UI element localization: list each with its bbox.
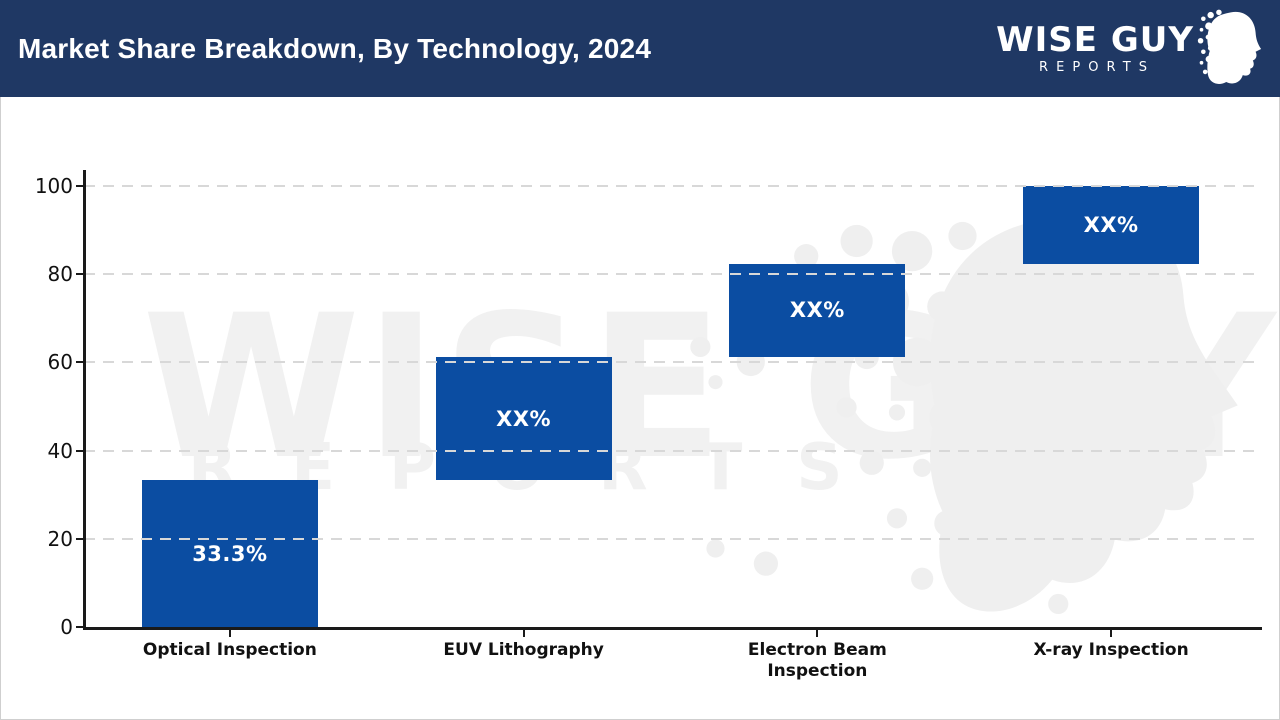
y-axis-tick-label: 0: [60, 615, 73, 639]
bar-electron-beam-inspection: XX%: [729, 263, 906, 358]
y-axis-tick-label: 100: [34, 174, 73, 198]
y-axis-tick: [76, 361, 83, 364]
gridline-y-60: [84, 361, 1257, 364]
bar-x-ray-inspection: XX%: [1023, 186, 1200, 264]
y-axis-tick: [76, 626, 83, 628]
page-title: Market Share Breakdown, By Technology, 2…: [18, 32, 652, 64]
brand-logo: WISE GUY REPORTS: [996, 6, 1262, 92]
x-axis-line: [83, 627, 1262, 630]
x-axis-category-label: Optical Inspection: [142, 640, 317, 660]
gridline-y-100: [84, 185, 1257, 187]
x-axis-category-label: Electron Beam Inspection: [747, 640, 887, 682]
gridline-y-80: [84, 273, 1257, 276]
x-axis-tick: [228, 630, 231, 637]
brand-name: WISE GUY: [996, 20, 1194, 60]
x-axis-tick: [1110, 630, 1113, 637]
gridline-y-20: [84, 537, 1257, 540]
bar-value-label: XX%: [496, 406, 552, 431]
y-axis-tick-label: 40: [47, 438, 73, 463]
bar-optical-inspection: 33.3%: [141, 480, 318, 627]
y-axis-tick: [76, 449, 83, 452]
bar-value-label: 33.3%: [192, 541, 268, 566]
y-axis-tick: [76, 273, 83, 276]
x-axis-tick: [816, 630, 819, 637]
y-axis-tick-label: 20: [47, 526, 73, 551]
x-axis-category-label: EUV Lithography: [443, 640, 604, 660]
gridline-y-40: [84, 449, 1257, 452]
brand-logo-text: WISE GUY REPORTS: [996, 23, 1194, 74]
y-axis-line: [83, 170, 86, 630]
bar-euv-lithography: XX%: [435, 357, 612, 481]
y-axis-tick-label: 80: [47, 262, 73, 287]
y-axis-tick: [76, 185, 83, 187]
y-axis-tick: [76, 537, 83, 540]
brand-subtitle: REPORTS: [1039, 60, 1156, 75]
x-axis-category-label: X-ray Inspection: [1033, 640, 1189, 660]
bar-value-label: XX%: [789, 298, 845, 323]
bar-value-label: XX%: [1083, 212, 1139, 237]
y-axis-tick-label: 60: [47, 350, 73, 375]
header-banner: Market Share Breakdown, By Technology, 2…: [0, 0, 1280, 97]
x-axis-tick: [522, 630, 525, 637]
brand-dotted-head-icon: [1197, 9, 1262, 84]
